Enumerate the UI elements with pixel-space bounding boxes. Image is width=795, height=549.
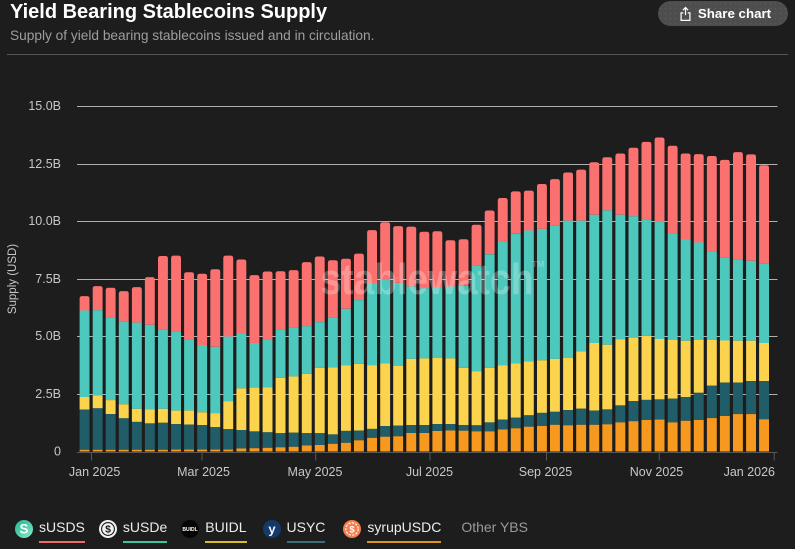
svg-text:Mar 2025: Mar 2025 [177,465,230,479]
svg-text:15.0B: 15.0B [28,99,61,113]
svg-text:7.5B: 7.5B [35,272,61,286]
svg-text:0: 0 [54,445,61,459]
svg-text:Supply (USD): Supply (USD) [7,244,19,314]
svg-text:y: y [268,521,276,536]
svg-text:$: $ [105,523,111,535]
svg-text:5.0B: 5.0B [35,329,61,343]
svg-text:stablewatch: stablewatch [321,255,534,304]
svg-text:S: S [19,521,28,536]
svg-text:May 2025: May 2025 [288,465,343,479]
svg-text:Nov 2025: Nov 2025 [630,465,684,479]
svg-text:2.5B: 2.5B [35,387,61,401]
svg-text:12.5B: 12.5B [28,157,61,171]
svg-text:Jan 2026: Jan 2026 [724,465,775,479]
svg-text:Jan 2025: Jan 2025 [69,465,120,479]
svg-text:BUIDL: BUIDL [183,527,198,533]
svg-text:10.0B: 10.0B [28,214,61,228]
svg-text:TM: TM [532,259,544,269]
svg-text:Sep 2025: Sep 2025 [519,465,573,479]
svg-text:Jul 2025: Jul 2025 [406,465,453,479]
svg-text:$: $ [350,524,356,535]
